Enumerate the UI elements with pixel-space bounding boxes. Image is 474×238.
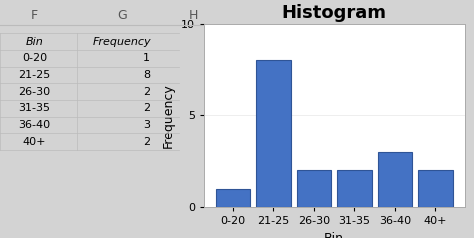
Text: H: H <box>189 9 198 22</box>
Bar <box>337 170 372 207</box>
Text: F: F <box>31 9 38 22</box>
Text: 0-20: 0-20 <box>22 53 47 63</box>
Text: 3: 3 <box>143 120 150 130</box>
Text: Bin: Bin <box>26 37 44 47</box>
Title: Histogram: Histogram <box>282 4 387 22</box>
Text: G: G <box>118 9 127 22</box>
Text: 36-40: 36-40 <box>18 120 51 130</box>
Text: 31-35: 31-35 <box>18 103 51 113</box>
Bar <box>418 170 453 207</box>
Text: 40+: 40+ <box>23 137 46 147</box>
Bar <box>256 60 291 207</box>
Text: 1: 1 <box>143 53 150 63</box>
Bar <box>216 189 250 207</box>
Text: Frequency: Frequency <box>93 37 152 47</box>
Text: 2: 2 <box>143 103 150 113</box>
Text: 8: 8 <box>143 70 150 80</box>
Text: 2: 2 <box>143 87 150 97</box>
Y-axis label: Frequency: Frequency <box>162 83 175 148</box>
Bar <box>378 152 412 207</box>
Text: 26-30: 26-30 <box>18 87 51 97</box>
Text: 2: 2 <box>143 137 150 147</box>
Text: 21-25: 21-25 <box>18 70 51 80</box>
Bar <box>297 170 331 207</box>
X-axis label: Bin: Bin <box>324 232 344 238</box>
